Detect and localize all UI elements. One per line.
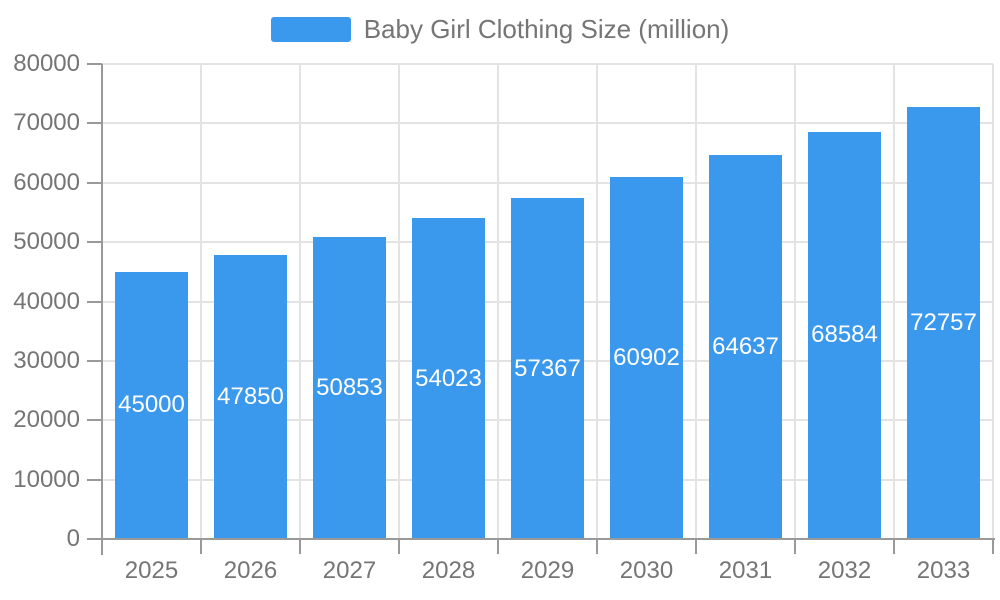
y-axis-tick: [87, 122, 102, 125]
x-axis-tick: [596, 538, 598, 554]
bar-value-label: 57367: [514, 354, 581, 382]
h-gridline: [102, 122, 993, 125]
bar[interactable]: 68584: [808, 131, 881, 539]
bar[interactable]: 54023: [412, 218, 485, 539]
y-axis-tick: [87, 181, 102, 184]
x-axis-tick: [695, 538, 697, 554]
y-axis-label: 40000: [13, 287, 80, 315]
v-gridline: [398, 64, 400, 539]
y-axis-label: 60000: [13, 168, 80, 196]
v-gridline: [497, 64, 499, 539]
x-axis-line: [100, 538, 995, 540]
v-gridline: [893, 64, 895, 539]
v-gridline: [200, 64, 202, 539]
x-axis-label: 2033: [916, 557, 971, 584]
v-gridline: [794, 64, 796, 539]
v-gridline: [695, 64, 697, 539]
bar-value-label: 45000: [118, 391, 185, 419]
v-gridline: [596, 64, 598, 539]
x-axis-label: 2029: [520, 557, 575, 584]
bar-value-label: 64637: [712, 333, 779, 361]
x-axis-tick: [299, 538, 301, 554]
x-axis-label: 2025: [124, 557, 179, 584]
bar[interactable]: 47850: [214, 254, 287, 539]
x-axis-tick: [398, 538, 400, 554]
bar[interactable]: 45000: [115, 271, 188, 539]
bar[interactable]: 50853: [313, 237, 386, 539]
h-gridline: [102, 63, 993, 65]
x-axis-label: 2026: [223, 557, 278, 584]
v-gridline: [992, 64, 994, 539]
bar-value-label: 54023: [415, 364, 482, 392]
x-axis-label: 2031: [718, 557, 773, 584]
x-axis-tick: [893, 538, 895, 554]
x-axis-label: 2028: [421, 557, 476, 584]
bar[interactable]: 57367: [511, 198, 584, 539]
x-axis-tick: [992, 538, 994, 554]
x-axis-label: 2027: [322, 557, 377, 584]
y-axis-label: 80000: [13, 50, 80, 77]
x-axis-label: 2032: [817, 557, 872, 584]
y-axis-label: 10000: [13, 465, 80, 493]
legend-label[interactable]: Baby Girl Clothing Size (million): [363, 14, 730, 44]
y-axis-label: 50000: [13, 228, 80, 256]
x-axis-label: 2030: [619, 557, 674, 584]
bar[interactable]: 72757: [907, 107, 980, 539]
bar-value-label: 50853: [316, 374, 383, 402]
y-axis-label: 30000: [13, 346, 80, 374]
v-gridline: [299, 64, 301, 539]
x-axis-tick: [794, 538, 796, 554]
legend-swatch[interactable]: [270, 16, 351, 42]
bar-value-label: 72757: [910, 308, 977, 336]
y-axis-label: 0: [66, 525, 80, 552]
y-axis-tick: [87, 538, 102, 540]
x-axis-tick: [200, 538, 202, 554]
y-axis-tick: [87, 241, 102, 244]
bar-value-label: 68584: [811, 321, 878, 349]
y-axis-line: [101, 64, 103, 555]
bar-value-label: 47850: [217, 382, 284, 410]
legend: Baby Girl Clothing Size (million): [0, 15, 1000, 44]
y-axis-label: 20000: [13, 406, 80, 434]
bar[interactable]: 64637: [709, 155, 782, 539]
h-gridline: [102, 181, 993, 184]
bar-value-label: 60902: [613, 344, 680, 372]
x-axis-tick: [497, 538, 499, 554]
y-axis-tick: [87, 300, 102, 303]
y-axis-label: 70000: [13, 109, 80, 137]
y-axis-tick: [87, 478, 102, 481]
y-axis-tick: [87, 359, 102, 362]
bar[interactable]: 60902: [610, 177, 683, 539]
y-axis-tick: [87, 63, 102, 65]
y-axis-tick: [87, 419, 102, 422]
